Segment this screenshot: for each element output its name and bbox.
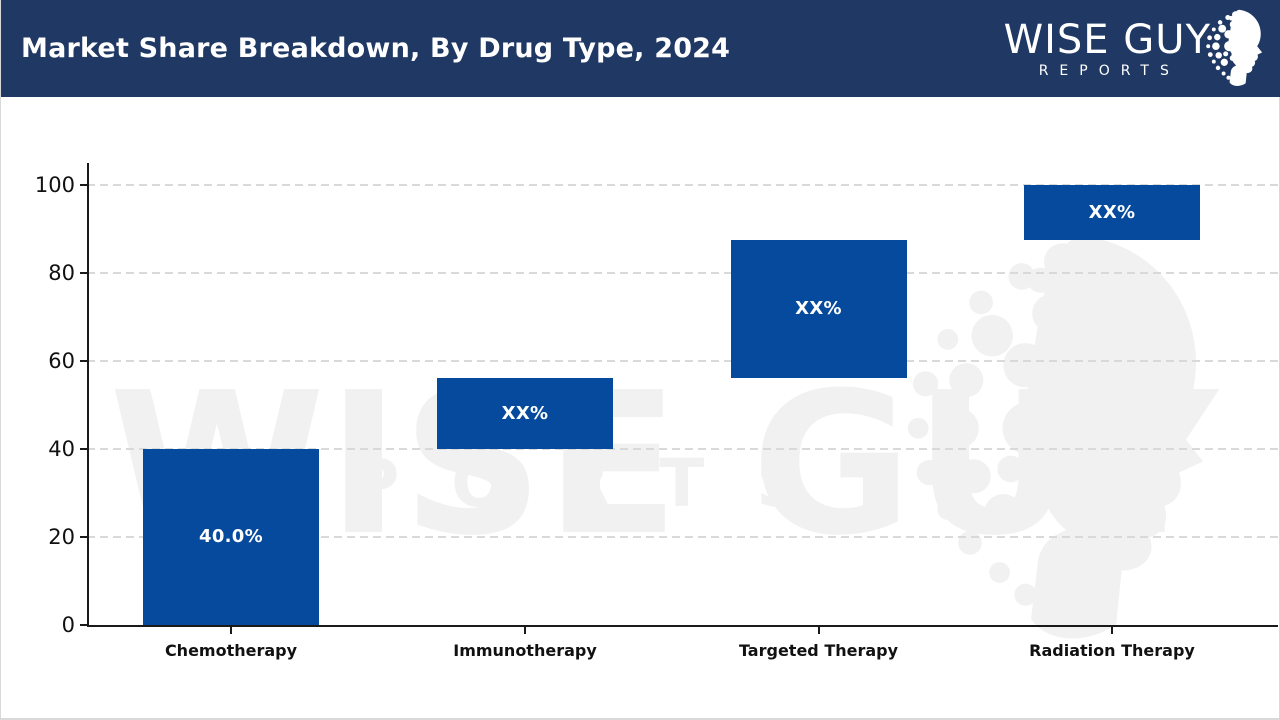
x-category-label-targeted-therapy: Targeted Therapy (738, 641, 899, 660)
x-category-label-radiation-therapy: Radiation Therapy (1029, 641, 1195, 660)
bar-value-label-chemotherapy: 40.0% (199, 526, 263, 548)
bar-immunotherapy: XX% (437, 378, 613, 449)
brand-subname: REPORTS (1038, 63, 1180, 79)
y-tick-label-40: 40 (48, 436, 75, 461)
watermark-head-icon (859, 219, 1229, 667)
y-tick-80 (80, 271, 88, 274)
x-axis-spine (87, 625, 1278, 627)
head-logo-icon (1197, 7, 1267, 91)
brand-logo-text: WISE GUY REPORTS (1004, 19, 1211, 79)
gridline-40 (87, 447, 1278, 450)
x-tick-immunotherapy (524, 627, 526, 634)
y-tick-label-80: 80 (48, 260, 75, 285)
bar-radiation-therapy: XX% (1024, 184, 1200, 240)
y-tick-label-0: 0 (61, 613, 75, 637)
y-tick-label-100: 100 (34, 172, 75, 197)
y-tick-60 (80, 359, 88, 362)
waterfall-chart: WISE GUY REPORTS 0 20 40 60 80 100 40.0% Chemot… (1, 97, 1280, 717)
y-tick-100 (80, 183, 88, 186)
chart-title: Market Share Breakdown, By Drug Type, 20… (21, 33, 731, 64)
gridline-60 (87, 359, 1278, 362)
y-axis-spine (87, 163, 89, 627)
y-tick-40 (80, 447, 88, 450)
x-tick-targeted-therapy (817, 627, 820, 634)
bar-value-label-radiation-therapy: XX% (1088, 201, 1136, 223)
bar-value-label-targeted-therapy: XX% (795, 298, 842, 320)
x-tick-radiation-therapy (1111, 627, 1113, 634)
bar-value-label-immunotherapy: XX% (501, 403, 549, 425)
header-bar: Market Share Breakdown, By Drug Type, 20… (1, 0, 1280, 97)
y-tick-label-60: 60 (48, 348, 75, 373)
bar-targeted-therapy: XX% (730, 239, 907, 379)
bar-chemotherapy: 40.0% (143, 448, 319, 625)
brand-logo: WISE GUY REPORTS (1004, 6, 1267, 92)
y-tick-label-20: 20 (48, 524, 75, 549)
gridline-100 (87, 183, 1278, 186)
gridline-20 (87, 535, 1278, 538)
y-tick-0 (80, 624, 88, 626)
brand-name: WISE GUY (1003, 17, 1211, 63)
gridline-80 (87, 271, 1278, 274)
x-category-label-chemotherapy: Chemotherapy (164, 641, 298, 660)
x-category-label-immunotherapy: Immunotherapy (453, 641, 597, 660)
y-tick-20 (80, 535, 88, 538)
x-tick-chemotherapy (230, 627, 232, 634)
